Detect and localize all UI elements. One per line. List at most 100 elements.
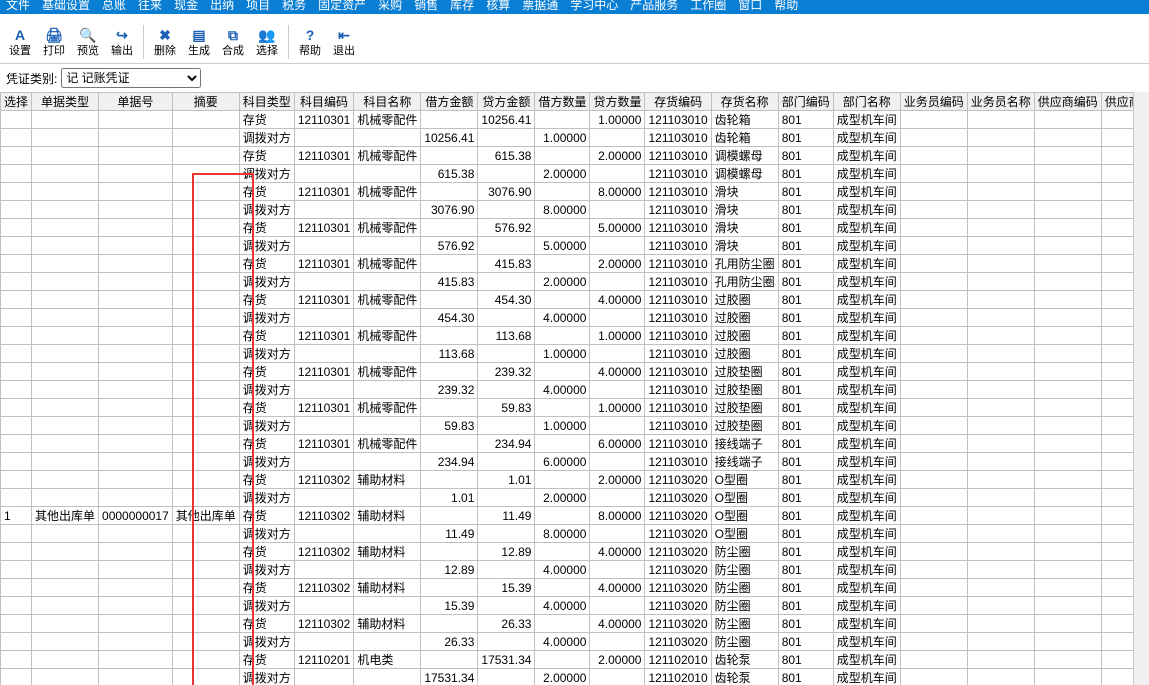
toolbar-help-button[interactable]: ?帮助 <box>294 22 326 62</box>
menu-产品服务[interactable]: 产品服务 <box>630 0 678 13</box>
table-row[interactable]: 调拨对方17531.342.00000121102010齿轮泵801成型机车间 <box>1 669 1149 685</box>
cell-dqty <box>535 183 590 201</box>
col-supcode[interactable]: 供应商编码 <box>1034 93 1101 111</box>
table-row[interactable]: 调拨对方12.894.00000121103020防尘圈801成型机车间 <box>1 561 1149 579</box>
table-row[interactable]: 1其他出库单0000000017其他出库单存货12110302辅助材料11.49… <box>1 507 1149 525</box>
col-opcode[interactable]: 业务员编码 <box>900 93 967 111</box>
col-summary[interactable]: 摘要 <box>172 93 239 111</box>
table-row[interactable]: 调拨对方1.012.00000121103020O型圈801成型机车间 <box>1 489 1149 507</box>
menu-总账[interactable]: 总账 <box>102 0 126 13</box>
col-subjname[interactable]: 科目名称 <box>354 93 421 111</box>
col-docno[interactable]: 单据号 <box>99 93 173 111</box>
col-stockname[interactable]: 存货名称 <box>711 93 778 111</box>
table-row[interactable]: 存货12110201机电类17531.342.00000121102010齿轮泵… <box>1 651 1149 669</box>
table-row[interactable]: 调拨对方15.394.00000121103020防尘圈801成型机车间 <box>1 597 1149 615</box>
cell-debit <box>421 255 478 273</box>
toolbar-output-button[interactable]: ↪输出 <box>106 22 138 62</box>
col-credit[interactable]: 贷方金额 <box>478 93 535 111</box>
menu-票据通[interactable]: 票据通 <box>522 0 558 13</box>
table-row[interactable]: 调拨对方615.382.00000121103010调模螺母801成型机车间 <box>1 165 1149 183</box>
menu-采购[interactable]: 采购 <box>378 0 402 13</box>
col-deptname[interactable]: 部门名称 <box>833 93 900 111</box>
cell-deptname: 成型机车间 <box>833 651 900 669</box>
col-subjtype[interactable]: 科目类型 <box>239 93 294 111</box>
table-row[interactable]: 存货12110301机械零配件59.831.00000121103010过胶垫圈… <box>1 399 1149 417</box>
menu-项目[interactable]: 项目 <box>246 0 270 13</box>
menu-税务[interactable]: 税务 <box>282 0 306 13</box>
menu-固定资产[interactable]: 固定资产 <box>318 0 366 13</box>
cell-summary <box>172 525 239 543</box>
toolbar-merge-button[interactable]: ⧉合成 <box>217 22 249 62</box>
cell-subjcode <box>294 525 354 543</box>
table-row[interactable]: 调拨对方415.832.00000121103010孔用防尘圈801成型机车间 <box>1 273 1149 291</box>
toolbar-generate-button[interactable]: ▤生成 <box>183 22 215 62</box>
menu-学习中心[interactable]: 学习中心 <box>570 0 618 13</box>
table-row[interactable]: 调拨对方11.498.00000121103020O型圈801成型机车间 <box>1 525 1149 543</box>
menu-窗口[interactable]: 窗口 <box>738 0 762 13</box>
voucher-type-select[interactable]: 记 记账凭证 <box>61 68 201 88</box>
exit-icon: ⇤ <box>335 26 353 44</box>
table-row[interactable]: 调拨对方454.304.00000121103010过胶圈801成型机车间 <box>1 309 1149 327</box>
col-opname[interactable]: 业务员名称 <box>967 93 1034 111</box>
toolbar-exit-button[interactable]: ⇤退出 <box>328 22 360 62</box>
col-doctype[interactable]: 单据类型 <box>32 93 99 111</box>
menu-销售[interactable]: 销售 <box>414 0 438 13</box>
table-row[interactable]: 调拨对方59.831.00000121103010过胶垫圈801成型机车间 <box>1 417 1149 435</box>
table-row[interactable]: 存货12110302辅助材料1.012.00000121103020O型圈801… <box>1 471 1149 489</box>
toolbar-select-button[interactable]: 👥选择 <box>251 22 283 62</box>
col-dqty[interactable]: 借方数量 <box>535 93 590 111</box>
table-row[interactable]: 存货12110301机械零配件234.946.00000121103010接线端… <box>1 435 1149 453</box>
col-sel[interactable]: 选择 <box>1 93 32 111</box>
table-row[interactable]: 调拨对方576.925.00000121103010滑块801成型机车间 <box>1 237 1149 255</box>
cell-subjcode: 12110301 <box>294 327 354 345</box>
table-row[interactable]: 调拨对方234.946.00000121103010接线端子801成型机车间 <box>1 453 1149 471</box>
table-row[interactable]: 存货12110301机械零配件615.382.00000121103010调模螺… <box>1 147 1149 165</box>
table-row[interactable]: 调拨对方113.681.00000121103010过胶圈801成型机车间 <box>1 345 1149 363</box>
cell-supcode <box>1034 651 1101 669</box>
col-deptcode[interactable]: 部门编码 <box>778 93 833 111</box>
toolbar-settings-button[interactable]: A设置 <box>4 22 36 62</box>
table-row[interactable]: 存货12110301机械零配件3076.908.00000121103010滑块… <box>1 183 1149 201</box>
table-row[interactable]: 调拨对方10256.411.00000121103010齿轮箱801成型机车间 <box>1 129 1149 147</box>
table-row[interactable]: 存货12110301机械零配件113.681.00000121103010过胶圈… <box>1 327 1149 345</box>
table-row[interactable]: 存货12110301机械零配件415.832.00000121103010孔用防… <box>1 255 1149 273</box>
cell-deptcode: 801 <box>778 273 833 291</box>
cell-sel <box>1 291 32 309</box>
col-cqty[interactable]: 贷方数量 <box>590 93 645 111</box>
vertical-scrollbar[interactable] <box>1133 92 1149 685</box>
menu-帮助[interactable]: 帮助 <box>774 0 798 13</box>
menu-文件[interactable]: 文件 <box>6 0 30 13</box>
menu-现金[interactable]: 现金 <box>174 0 198 13</box>
menu-往来[interactable]: 往来 <box>138 0 162 13</box>
cell-subjname <box>354 345 421 363</box>
cell-opname <box>967 417 1034 435</box>
menu-基础设置[interactable]: 基础设置 <box>42 0 90 13</box>
menu-工作圈[interactable]: 工作圈 <box>690 0 726 13</box>
table-row[interactable]: 调拨对方3076.908.00000121103010滑块801成型机车间 <box>1 201 1149 219</box>
cell-deptcode: 801 <box>778 363 833 381</box>
menu-核算[interactable]: 核算 <box>486 0 510 13</box>
cell-sel <box>1 165 32 183</box>
col-debit[interactable]: 借方金额 <box>421 93 478 111</box>
cell-summary <box>172 381 239 399</box>
table-row[interactable]: 存货12110302辅助材料12.894.00000121103020防尘圈80… <box>1 543 1149 561</box>
cell-supcode <box>1034 597 1101 615</box>
menu-出纳[interactable]: 出纳 <box>210 0 234 13</box>
table-row[interactable]: 存货12110301机械零配件10256.411.00000121103010齿… <box>1 111 1149 129</box>
toolbar-print-button[interactable]: 🖨打印 <box>38 22 70 62</box>
table-row[interactable]: 存货12110302辅助材料15.394.00000121103020防尘圈80… <box>1 579 1149 597</box>
cell-stockcode: 121103010 <box>645 273 711 291</box>
table-row[interactable]: 存货12110301机械零配件454.304.00000121103010过胶圈… <box>1 291 1149 309</box>
cell-docno <box>99 615 173 633</box>
col-subjcode[interactable]: 科目编码 <box>294 93 354 111</box>
cell-deptname: 成型机车间 <box>833 327 900 345</box>
col-stockcode[interactable]: 存货编码 <box>645 93 711 111</box>
toolbar-preview-button[interactable]: 🔍预览 <box>72 22 104 62</box>
table-row[interactable]: 存货12110301机械零配件576.925.00000121103010滑块8… <box>1 219 1149 237</box>
table-row[interactable]: 调拨对方26.334.00000121103020防尘圈801成型机车间 <box>1 633 1149 651</box>
table-row[interactable]: 存货12110302辅助材料26.334.00000121103020防尘圈80… <box>1 615 1149 633</box>
toolbar-delete-button[interactable]: ✖删除 <box>149 22 181 62</box>
table-row[interactable]: 调拨对方239.324.00000121103010过胶垫圈801成型机车间 <box>1 381 1149 399</box>
table-row[interactable]: 存货12110301机械零配件239.324.00000121103010过胶垫… <box>1 363 1149 381</box>
menu-库存[interactable]: 库存 <box>450 0 474 13</box>
